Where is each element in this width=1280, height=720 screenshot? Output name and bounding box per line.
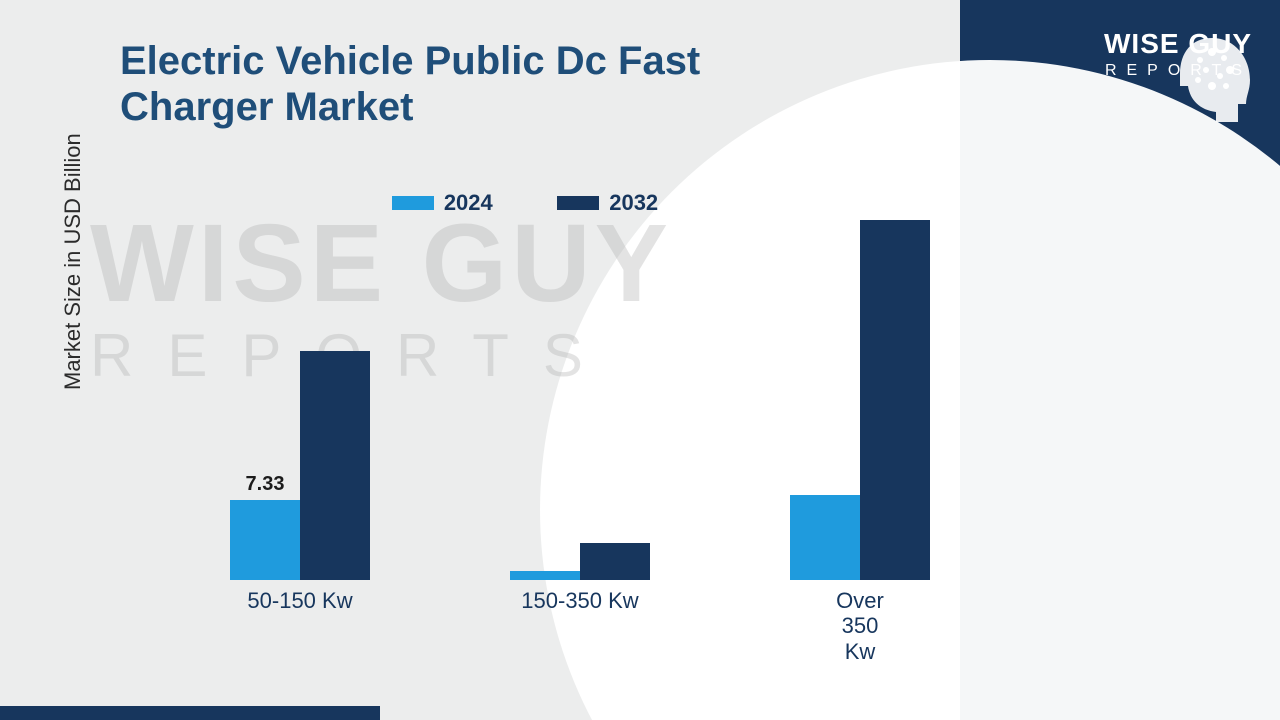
legend-label: 2024	[444, 190, 493, 216]
page-title: Electric Vehicle Public Dc Fast Charger …	[120, 38, 860, 130]
bar-group: 150-350 Kw	[490, 220, 670, 580]
brand-logo: WISE GUY REPORTS	[1104, 28, 1252, 80]
legend-label: 2032	[609, 190, 658, 216]
bar-value-label: 7.33	[230, 473, 300, 496]
bar	[790, 495, 860, 580]
plot-area: 7.3350-150 Kw150-350 KwOver350Kw	[200, 220, 920, 580]
bar	[510, 571, 580, 580]
x-axis-label: Over350Kw	[770, 580, 950, 664]
x-axis-label: 150-350 Kw	[490, 580, 670, 613]
chart-card: WISE GUY REPORTS WISE GUY REPORTS Electr…	[0, 0, 1280, 720]
x-axis-label: 50-150 Kw	[210, 580, 390, 613]
legend-item: 2024	[392, 190, 493, 216]
bar	[230, 500, 300, 580]
bar	[860, 220, 930, 580]
legend: 2024 2032	[90, 190, 960, 216]
accent-bar	[0, 706, 380, 720]
legend-swatch-icon	[392, 196, 434, 210]
bar-chart: Market Size in USD Billion 2024 2032 7.3…	[90, 190, 960, 620]
bar-group: Over350Kw	[770, 220, 950, 580]
bar	[300, 351, 370, 580]
bar-group: 7.3350-150 Kw	[210, 220, 390, 580]
legend-swatch-icon	[557, 196, 599, 210]
logo-line2: REPORTS	[1104, 62, 1252, 80]
legend-item: 2032	[557, 190, 658, 216]
bar	[580, 543, 650, 580]
y-axis-label: Market Size in USD Billion	[60, 133, 86, 390]
logo-line1: WISE GUY	[1104, 28, 1252, 60]
